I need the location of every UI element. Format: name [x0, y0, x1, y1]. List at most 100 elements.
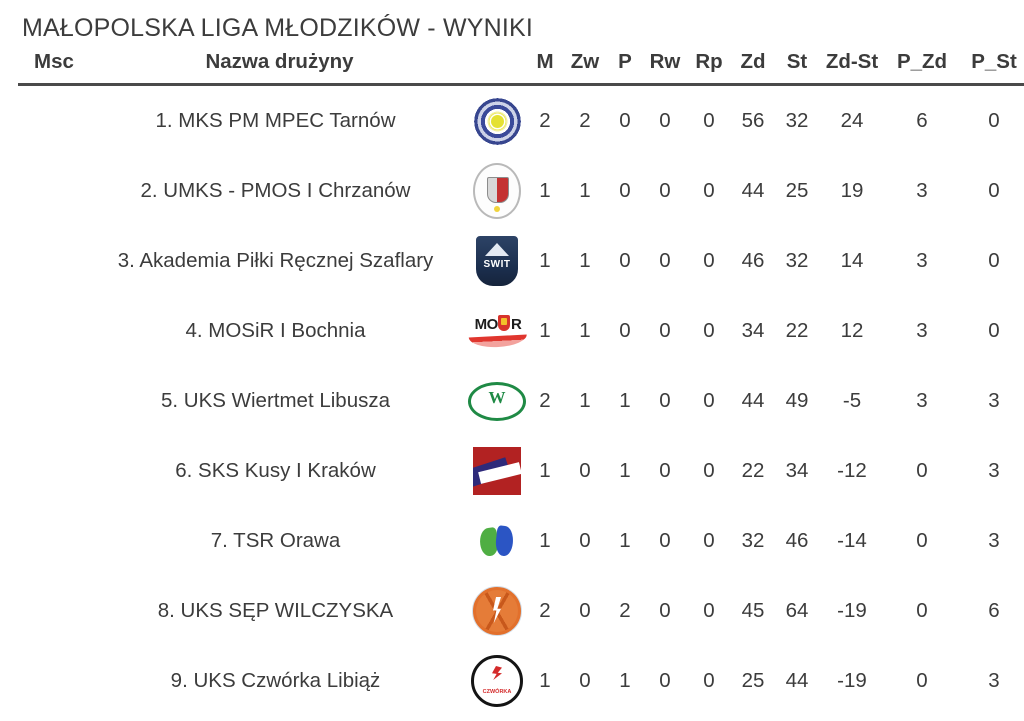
swit-szaflary-logo-icon — [475, 235, 519, 287]
wins-cell: 1 — [579, 389, 591, 412]
goals-for-cell: 56 — [741, 109, 765, 132]
rw-cell: 0 — [659, 669, 671, 692]
goals-for-cell: 45 — [741, 599, 765, 622]
goal-diff-cell: 19 — [840, 179, 864, 202]
goals-against-cell: 64 — [785, 599, 809, 622]
uks-sep-wilczyska-logo-icon — [472, 586, 522, 636]
team-name: 4. MOSiR I Bochnia — [185, 319, 366, 342]
team-name: 8. UKS SĘP WILCZYSKA — [157, 599, 394, 622]
points-lost-cell: 0 — [988, 249, 1000, 272]
points-lost-cell: 3 — [988, 669, 1000, 692]
mosir-swoosh-icon — [468, 334, 528, 349]
header-st: St — [775, 50, 819, 86]
goals-for-cell: 32 — [741, 529, 765, 552]
goals-against-cell: 34 — [785, 459, 809, 482]
header-logo — [467, 50, 527, 86]
points-lost-cell: 0 — [988, 319, 1000, 342]
goal-diff-cell: -19 — [837, 669, 867, 692]
mks-pm-mpec-tarnow-logo-icon — [473, 97, 521, 145]
table-row: 2. UMKS - PMOS I Chrzanów 1 1 0 0 0 44 2… — [18, 156, 1024, 226]
tsr-orawa-logo-icon — [476, 520, 518, 562]
wins-cell: 1 — [579, 319, 591, 342]
matches-cell: 1 — [539, 319, 551, 342]
losses-cell: 0 — [619, 179, 631, 202]
rank-cell — [18, 156, 84, 226]
team-name: 1. MKS PM MPEC Tarnów — [155, 109, 396, 132]
rw-cell: 0 — [659, 179, 671, 202]
header-zw: Zw — [563, 50, 607, 86]
table-body: 1. MKS PM MPEC Tarnów 2 2 0 0 0 56 32 24… — [18, 85, 1024, 717]
header-row: Msc Nazwa drużyny M Zw P Rw Rp Zd St Zd-… — [18, 50, 1024, 86]
header-p: P — [607, 50, 643, 86]
rank-cell — [18, 436, 84, 506]
team-name: 9. UKS Czwórka Libiąż — [170, 669, 381, 692]
matches-cell: 1 — [539, 669, 551, 692]
team-logo-cell — [467, 156, 527, 226]
rank-cell — [18, 646, 84, 716]
mosir-bochnia-logo-icon: MOS R — [467, 312, 529, 350]
team-name: 2. UMKS - PMOS I Chrzanów — [140, 179, 411, 202]
standings-table: Msc Nazwa drużyny M Zw P Rw Rp Zd St Zd-… — [18, 50, 1024, 716]
goal-diff-cell: -14 — [837, 529, 867, 552]
points-lost-cell: 3 — [988, 529, 1000, 552]
losses-cell: 2 — [619, 599, 631, 622]
rw-cell: 0 — [659, 109, 671, 132]
table-row: 9. UKS Czwórka Libiąż 1 0 1 0 0 25 44 -1… — [18, 646, 1024, 716]
rp-cell: 0 — [703, 599, 715, 622]
header-m: M — [527, 50, 563, 86]
rank-cell — [18, 296, 84, 366]
wins-cell: 1 — [579, 249, 591, 272]
matches-cell: 1 — [539, 459, 551, 482]
goal-diff-cell: 24 — [840, 109, 864, 132]
goal-diff-cell: -12 — [837, 459, 867, 482]
points-won-cell: 0 — [916, 669, 928, 692]
rank-cell — [18, 506, 84, 576]
goal-diff-cell: 12 — [840, 319, 864, 342]
team-logo-cell — [467, 646, 527, 716]
rp-cell: 0 — [703, 179, 715, 202]
goals-for-cell: 34 — [741, 319, 765, 342]
losses-cell: 1 — [619, 529, 631, 552]
losses-cell: 1 — [619, 669, 631, 692]
header-zd: Zd — [731, 50, 775, 86]
team-logo-cell: MOS R — [467, 296, 529, 366]
page-title: MAŁOPOLSKA LIGA MŁODZIKÓW - WYNIKI — [22, 14, 534, 42]
table-row: 4. MOSiR I Bochnia MOS R 1 1 0 0 0 34 22… — [18, 296, 1024, 366]
goals-against-cell: 22 — [785, 319, 809, 342]
table-header: Msc Nazwa drużyny M Zw P Rw Rp Zd St Zd-… — [18, 50, 1024, 86]
rp-cell: 0 — [703, 389, 715, 412]
rw-cell: 0 — [659, 389, 671, 412]
goals-for-cell: 25 — [741, 669, 765, 692]
points-lost-cell: 6 — [988, 599, 1000, 622]
rank-cell — [18, 226, 84, 296]
uks-czworka-libiaz-logo-icon — [471, 655, 523, 707]
wins-cell: 0 — [579, 599, 591, 622]
team-logo-cell — [467, 506, 527, 576]
rp-cell: 0 — [703, 459, 715, 482]
team-logo-cell — [467, 576, 527, 646]
losses-cell: 1 — [619, 459, 631, 482]
points-won-cell: 6 — [916, 109, 928, 132]
goal-diff-cell: -5 — [842, 389, 862, 412]
points-lost-cell: 3 — [988, 459, 1000, 482]
rank-cell — [18, 366, 84, 436]
rp-cell: 0 — [703, 319, 715, 342]
uks-wiertmet-libusza-logo-icon — [468, 381, 526, 421]
table-row: 7. TSR Orawa 1 0 1 0 0 32 46 -14 0 3 — [18, 506, 1024, 576]
header-zd-st: Zd-St — [819, 50, 885, 86]
rp-cell: 0 — [703, 669, 715, 692]
goals-against-cell: 44 — [785, 669, 809, 692]
wins-cell: 2 — [579, 109, 591, 132]
goals-against-cell: 32 — [785, 249, 809, 272]
rp-cell: 0 — [703, 249, 715, 272]
rw-cell: 0 — [659, 459, 671, 482]
rank-cell — [18, 85, 84, 157]
header-rw: Rw — [643, 50, 687, 86]
matches-cell: 2 — [539, 109, 551, 132]
goal-diff-cell: -19 — [837, 599, 867, 622]
points-won-cell: 3 — [916, 249, 928, 272]
umks-pmos-chrzanow-logo-icon — [473, 163, 521, 219]
goals-against-cell: 46 — [785, 529, 809, 552]
table-row: 5. UKS Wiertmet Libusza 2 1 1 0 0 44 49 … — [18, 366, 1024, 436]
team-name: 7. TSR Orawa — [210, 529, 341, 552]
